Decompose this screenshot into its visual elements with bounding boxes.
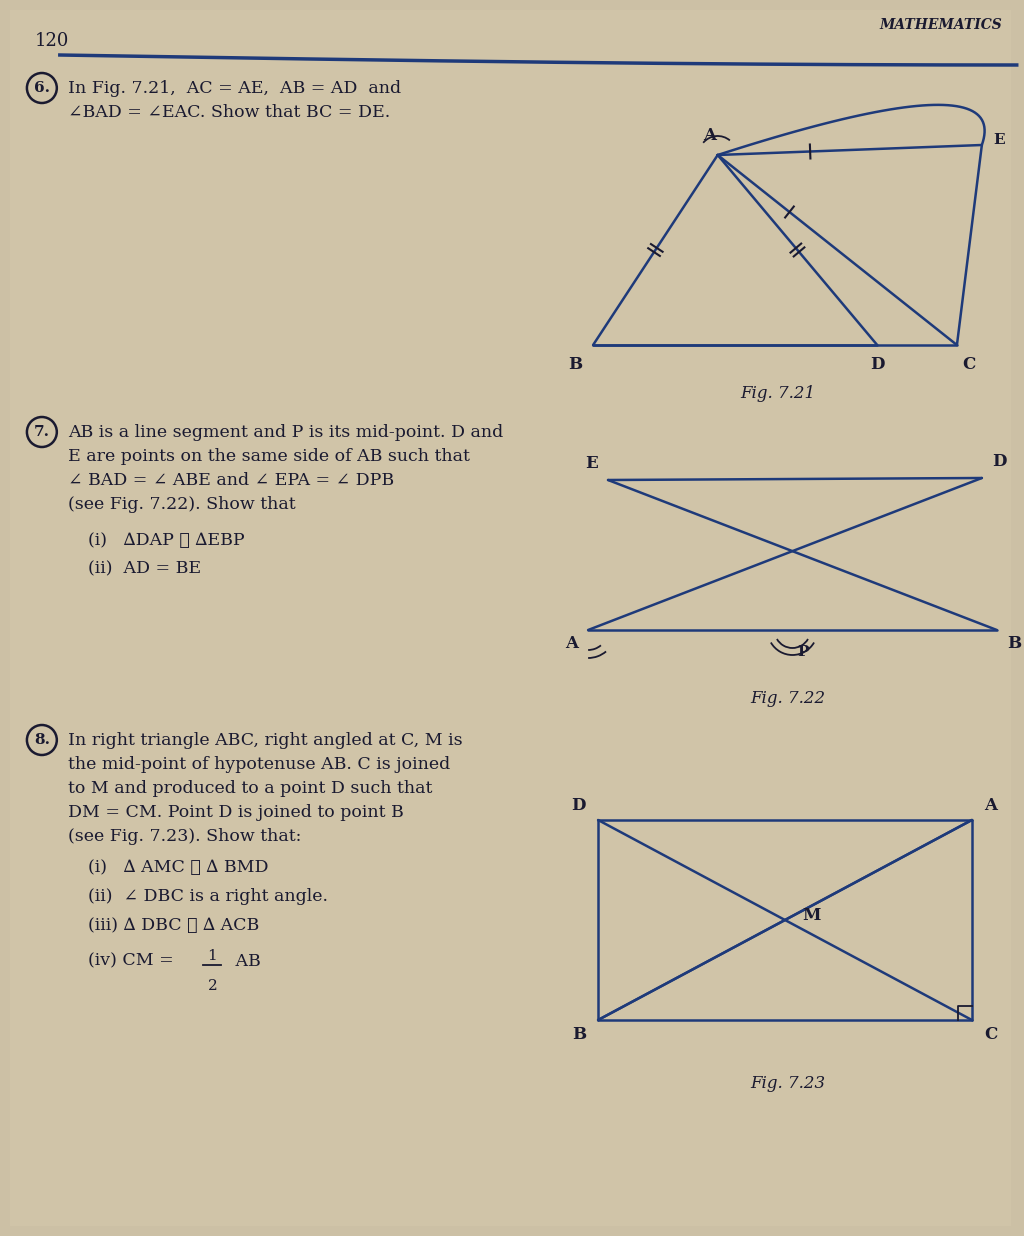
Text: E are points on the same side of AB such that: E are points on the same side of AB such… <box>68 447 470 465</box>
Text: (ii)  ∠ DBC is a right angle.: (ii) ∠ DBC is a right angle. <box>88 887 328 905</box>
Text: A: A <box>565 635 579 653</box>
Text: 7.: 7. <box>34 425 50 439</box>
Text: In Fig. 7.21,  AC = AE,  AB = AD  and: In Fig. 7.21, AC = AE, AB = AD and <box>68 80 401 96</box>
Text: E: E <box>586 455 598 472</box>
Text: A: A <box>984 797 996 815</box>
Text: MATHEMATICS: MATHEMATICS <box>879 19 1001 32</box>
Text: (iii) ∆ DBC ≅ ∆ ACB: (iii) ∆ DBC ≅ ∆ ACB <box>88 917 259 934</box>
Text: In right triangle ABC, right angled at C, M is: In right triangle ABC, right angled at C… <box>68 732 463 749</box>
Text: (see Fig. 7.23). Show that:: (see Fig. 7.23). Show that: <box>68 828 301 845</box>
Text: B: B <box>568 356 582 373</box>
Text: (ii)  AD = BE: (ii) AD = BE <box>88 561 201 577</box>
Text: B: B <box>572 1026 586 1043</box>
Text: (i)   ∆DAP ≅ ∆EBP: (i) ∆DAP ≅ ∆EBP <box>88 531 245 549</box>
Text: M: M <box>803 906 821 923</box>
Text: Fig. 7.21: Fig. 7.21 <box>740 384 815 402</box>
Text: the mid-point of hypotenuse AB. C is joined: the mid-point of hypotenuse AB. C is joi… <box>68 756 450 772</box>
Text: 6.: 6. <box>34 82 50 95</box>
Text: ∠BAD = ∠EAC. Show that BC = DE.: ∠BAD = ∠EAC. Show that BC = DE. <box>68 104 390 121</box>
Text: P: P <box>798 645 809 659</box>
Text: (iv) CM =: (iv) CM = <box>88 953 179 970</box>
Text: Fig. 7.22: Fig. 7.22 <box>750 690 825 707</box>
Text: 2: 2 <box>208 979 217 993</box>
Text: to M and produced to a point D such that: to M and produced to a point D such that <box>68 780 432 797</box>
Text: 1: 1 <box>208 949 217 963</box>
Text: D: D <box>870 356 885 373</box>
Text: E: E <box>993 133 1005 147</box>
Text: AB: AB <box>230 953 261 970</box>
Text: C: C <box>984 1026 997 1043</box>
Text: B: B <box>1007 635 1021 653</box>
Text: A: A <box>703 127 716 145</box>
Text: D: D <box>992 454 1007 470</box>
Text: Fig. 7.23: Fig. 7.23 <box>750 1075 825 1091</box>
Text: C: C <box>962 356 975 373</box>
Text: AB is a line segment and P is its mid-point. D and: AB is a line segment and P is its mid-po… <box>68 424 503 441</box>
Text: DM = CM. Point D is joined to point B: DM = CM. Point D is joined to point B <box>68 803 403 821</box>
Text: (i)   ∆ AMC ≅ ∆ BMD: (i) ∆ AMC ≅ ∆ BMD <box>88 859 268 876</box>
Text: (see Fig. 7.22). Show that: (see Fig. 7.22). Show that <box>68 496 295 513</box>
Text: ∠ BAD = ∠ ABE and ∠ EPA = ∠ DPB: ∠ BAD = ∠ ABE and ∠ EPA = ∠ DPB <box>68 472 394 489</box>
Text: 8.: 8. <box>34 733 50 747</box>
Text: D: D <box>571 797 586 815</box>
Text: 120: 120 <box>35 32 70 49</box>
